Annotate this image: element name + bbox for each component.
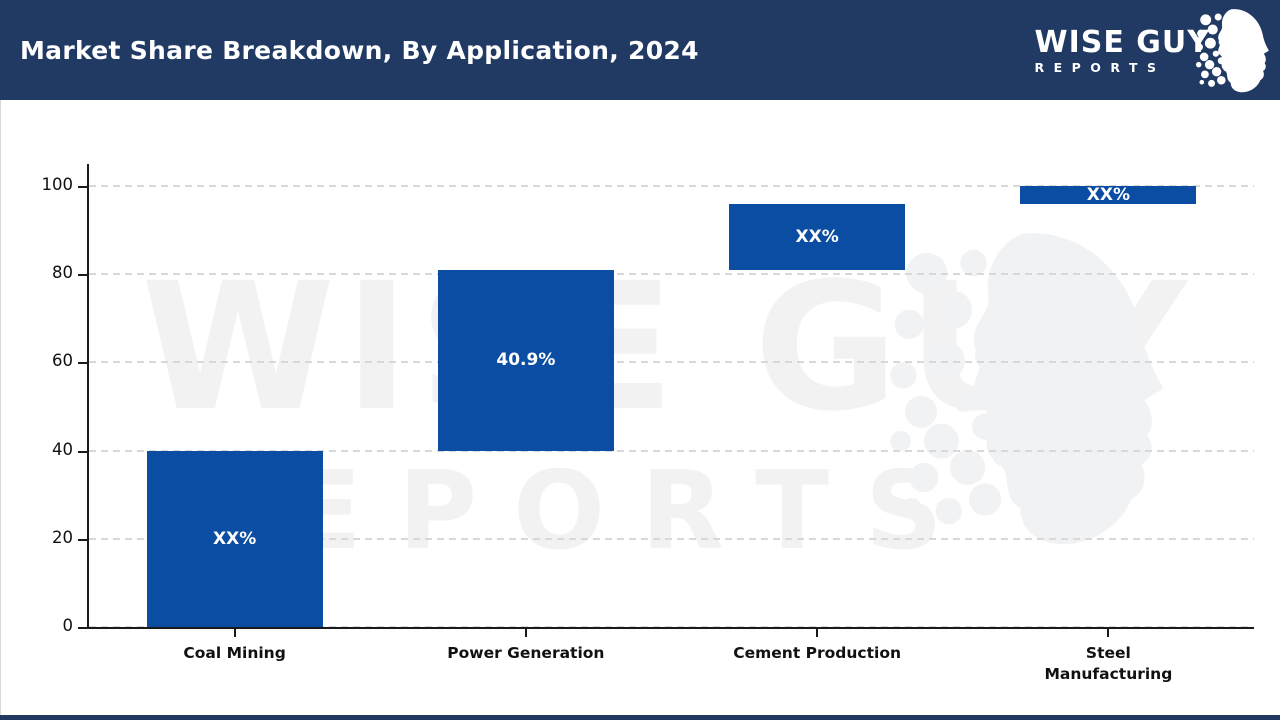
x-tick-label: Coal Mining: [183, 644, 286, 662]
gridline: [89, 361, 1254, 364]
y-tick-label: 80: [52, 263, 73, 283]
x-tick: [816, 629, 819, 637]
logo-line-wise-guy: WISE GUY: [1034, 24, 1210, 60]
bar-value-label: XX%: [213, 528, 257, 549]
y-axis-spine: [87, 164, 89, 629]
y-tick-label: 100: [41, 175, 74, 194]
x-tick-label: Power Generation: [447, 644, 605, 662]
logo-wordmark: WISE GUY REPORTS: [1034, 27, 1210, 76]
bar-3: XX%: [1020, 184, 1197, 205]
gridline: [89, 273, 1254, 276]
y-tick-label: 40: [52, 439, 73, 459]
y-tick: [78, 538, 87, 541]
x-tick-label: Steel Manufacturing: [1044, 644, 1173, 683]
y-tick: [78, 274, 87, 277]
y-tick: [78, 627, 87, 629]
chart-canvas: WISE GUY REPORTS 0 20 40 60 80 100 Coal Mining…: [0, 100, 1280, 715]
bar-0: XX%: [146, 450, 323, 627]
y-tick: [78, 450, 87, 453]
bar-value-label: XX%: [1086, 184, 1130, 205]
gridline: [89, 185, 1254, 187]
y-tick: [78, 186, 87, 188]
x-axis-spine: [87, 627, 1254, 629]
gridline: [89, 449, 1254, 452]
page-title: Market Share Breakdown, By Application, …: [20, 35, 699, 65]
bar-1: 40.9%: [437, 270, 614, 451]
y-tick-label: 20: [52, 527, 73, 547]
wise-guy-reports-logo: WISE GUY REPORTS: [1034, 6, 1272, 96]
y-tick-label: 60: [52, 351, 73, 371]
x-tick: [524, 629, 527, 637]
x-tick: [1107, 629, 1110, 637]
bar-value-label: XX%: [795, 226, 839, 247]
y-tick: [78, 362, 87, 365]
y-tick-label: 0: [62, 616, 74, 635]
plot-area: 0 20 40 60 80 100 Coal Mining Power Generation C…: [1, 100, 1280, 715]
logo-line-reports: REPORTS: [1034, 60, 1166, 76]
bar-2: XX%: [729, 203, 906, 271]
header-bar: Market Share Breakdown, By Application, …: [0, 0, 1280, 100]
gridline: [89, 537, 1254, 540]
bar-value-label: 40.9%: [496, 350, 556, 371]
footer-bar: [0, 715, 1280, 720]
x-tick: [233, 629, 236, 637]
x-tick-label: Cement Production: [733, 644, 902, 662]
